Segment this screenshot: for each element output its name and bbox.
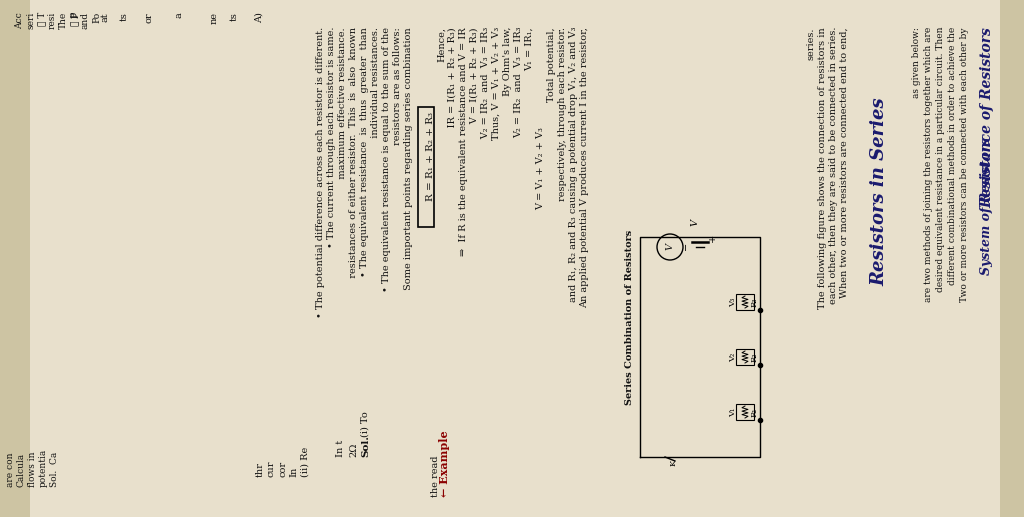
- Text: a: a: [175, 12, 184, 18]
- Text: potentia: potentia: [39, 449, 48, 487]
- Text: Total potential,: Total potential,: [547, 27, 556, 102]
- Text: ⇒  If R is the equivalent resistance and V = IR: ⇒ If R is the equivalent resistance and …: [459, 27, 468, 255]
- Text: individual resistances.: individual resistances.: [371, 27, 380, 144]
- Text: V: V: [691, 220, 700, 226]
- Text: In t: In t: [336, 440, 345, 457]
- Text: desired equivalent resistance in a particular circuit. Then: desired equivalent resistance in a parti…: [936, 27, 945, 293]
- Text: thr: thr: [256, 462, 265, 477]
- Text: R = R₁ + R₂ + R₃: R = R₁ + R₂ + R₃: [426, 112, 435, 201]
- Text: Two or more resistors can be connected with each other by: Two or more resistors can be connected w…: [961, 27, 969, 301]
- Text: and R₁, R₂ and R₃ causing a potential drop V₁, V₂ and V₃: and R₁, R₂ and R₃ causing a potential dr…: [569, 27, 578, 302]
- Text: The following figure shows the connection of resistors in: The following figure shows the connectio…: [818, 27, 827, 309]
- Text: The: The: [59, 12, 68, 29]
- Text: • The equivalent resistance is equal to the sum of the: • The equivalent resistance is equal to …: [382, 27, 391, 292]
- Text: cur: cur: [267, 461, 276, 477]
- Text: • The potential difference across each resistor is different.: • The potential difference across each r…: [316, 27, 325, 318]
- Text: the read: the read: [431, 455, 440, 497]
- Text: at: at: [100, 12, 109, 22]
- Text: ← Example: ← Example: [439, 430, 450, 497]
- Text: An applied potential V produces current I in the resistor,: An applied potential V produces current …: [580, 27, 589, 308]
- Text: A): A): [255, 12, 264, 23]
- Polygon shape: [30, 0, 1000, 517]
- Text: In: In: [289, 467, 298, 477]
- Text: V = V₁ + V₂ + V₃: V = V₁ + V₂ + V₃: [536, 127, 545, 210]
- Bar: [418, 107, 434, 227]
- Text: are con: are con: [6, 452, 15, 487]
- Bar: [736, 294, 754, 310]
- Text: ts: ts: [120, 12, 129, 21]
- Text: Series Combination of Resistors: Series Combination of Resistors: [626, 230, 635, 405]
- Text: resistors are as follows:: resistors are as follows:: [393, 27, 402, 145]
- Text: R₃: R₃: [751, 297, 759, 307]
- Text: • The equivalent resistance  is  thus  greater  than: • The equivalent resistance is thus grea…: [360, 27, 369, 277]
- Text: K: K: [670, 460, 678, 466]
- Text: R₁: R₁: [751, 407, 759, 417]
- Text: IR = I(R₁ + R₂ + R₃): IR = I(R₁ + R₂ + R₃): [449, 27, 457, 140]
- Text: (i) To: (i) To: [361, 411, 370, 437]
- Text: R₂: R₂: [751, 352, 759, 362]
- Bar: [736, 349, 754, 365]
- Text: as given below:: as given below:: [912, 27, 921, 98]
- Text: flows in: flows in: [28, 451, 37, 487]
- Text: Some important points regarding series combination: Some important points regarding series c…: [404, 27, 413, 290]
- Text: Resistors in Series: Resistors in Series: [870, 97, 888, 285]
- Text: different combinational methods in order to achieve the: different combinational methods in order…: [948, 27, 957, 285]
- Text: resi: resi: [48, 12, 57, 29]
- Text: Hence,: Hence,: [437, 27, 446, 62]
- Text: ∴ P: ∴ P: [70, 12, 79, 26]
- Text: and: and: [81, 12, 90, 29]
- Text: V₂: V₂: [729, 353, 737, 361]
- Text: −: −: [682, 242, 690, 250]
- Text: seri: seri: [26, 12, 35, 29]
- Text: or: or: [145, 12, 154, 23]
- Text: Sol.  Ca: Sol. Ca: [50, 452, 59, 487]
- Text: Sol.: Sol.: [361, 435, 370, 457]
- Text: V = I(R₁ + R₂ + R₃): V = I(R₁ + R₂ + R₃): [470, 27, 479, 142]
- Text: maximum effective resistance.: maximum effective resistance.: [338, 27, 347, 185]
- Text: each other, then they are said to be connected in series.: each other, then they are said to be con…: [829, 27, 838, 305]
- Text: 2Ω: 2Ω: [349, 443, 358, 457]
- Text: V₁: V₁: [729, 407, 737, 417]
- Text: When two or more resistors are connected end to end,: When two or more resistors are connected…: [840, 27, 849, 298]
- Text: • The current through each resistor is same.: • The current through each resistor is s…: [327, 27, 336, 249]
- Text: p: p: [70, 12, 79, 18]
- Text: V₃: V₃: [729, 297, 737, 307]
- Text: Acc: Acc: [15, 12, 24, 29]
- Text: resistances of either resistor.  This  is  also  known: resistances of either resistor. This is …: [349, 27, 358, 284]
- Bar: [736, 404, 754, 420]
- Text: cor: cor: [278, 461, 287, 477]
- Text: ne: ne: [210, 12, 219, 24]
- Text: System of Resistors: System of Resistors: [980, 137, 993, 275]
- Text: Calcula: Calcula: [17, 453, 26, 487]
- Text: V: V: [666, 244, 675, 251]
- Text: are two methods of joining the resistors together which are: are two methods of joining the resistors…: [924, 27, 933, 302]
- Text: respectively, through each resistor.: respectively, through each resistor.: [558, 27, 567, 201]
- Text: +: +: [708, 234, 717, 242]
- Text: By Ohm's law,: By Ohm's law,: [503, 27, 512, 97]
- Text: V₂ = IR₂  and  V₃ = IR₃: V₂ = IR₂ and V₃ = IR₃: [481, 27, 490, 157]
- Text: ts: ts: [230, 12, 239, 21]
- Text: Po: Po: [92, 12, 101, 23]
- Text: V₂ = IR₂  and  V₃ = IR₃: V₂ = IR₂ and V₃ = IR₃: [514, 27, 523, 139]
- Text: (ii) Re: (ii) Re: [301, 447, 310, 477]
- Text: Resistance of Resistors: Resistance of Resistors: [980, 27, 994, 208]
- Text: ∴ T: ∴ T: [37, 12, 46, 26]
- Text: Thus, V = V₁ + V₂ + V₃: Thus, V = V₁ + V₂ + V₃: [492, 27, 501, 140]
- Text: series.: series.: [807, 27, 816, 59]
- Text: V₁ = IR₁,: V₁ = IR₁,: [525, 27, 534, 71]
